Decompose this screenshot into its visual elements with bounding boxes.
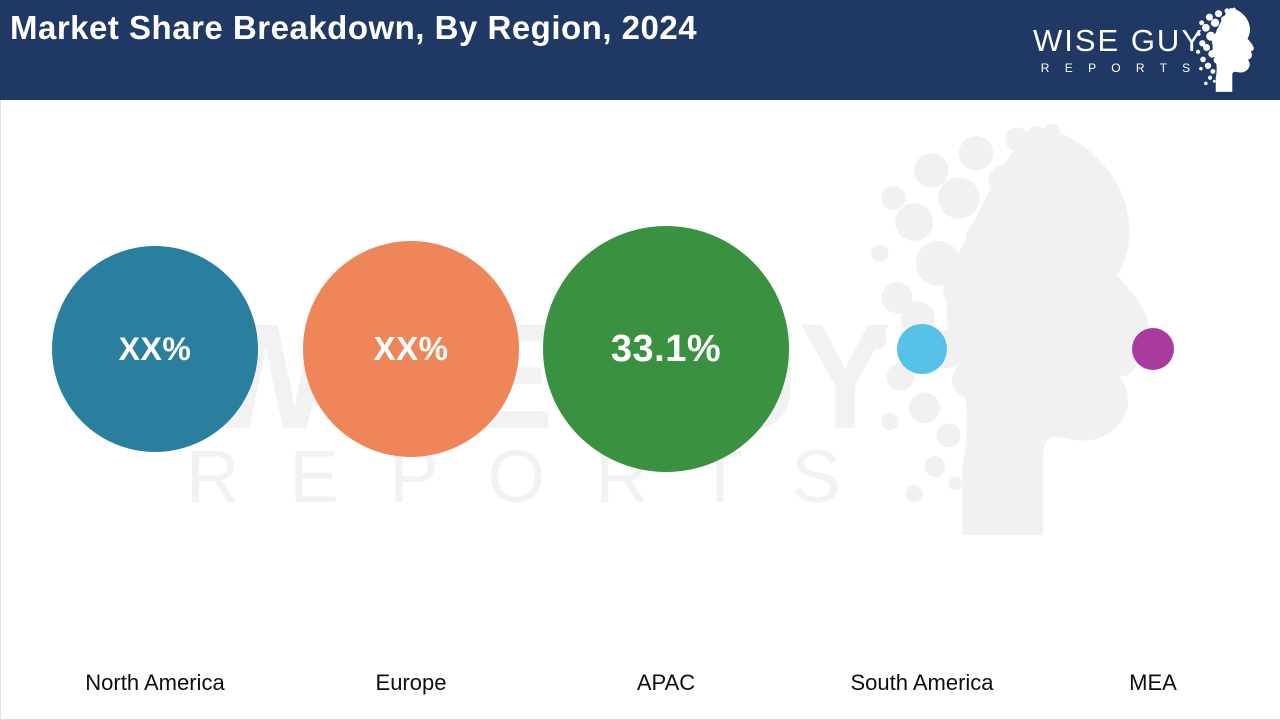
category-label-north-america: North America [85,670,225,695]
category-label-south-america: South America [850,670,994,695]
category-label-mea: MEA [1129,670,1177,695]
brand-subtitle: R E P O R T S [1040,61,1197,75]
brand-logo-text: WISE GUY R E P O R T S [1033,25,1204,75]
chart-title: Market Share Breakdown, By Region, 2024 [10,9,698,46]
category-label-europe: Europe [375,670,447,695]
bubble-chart: WISE GUY R E P O R T S XX%North AmericaX… [0,100,1280,720]
bubble-plot: XX% North America XX% Europe 33.1% APAC South … [1,100,1280,720]
header-bar: Market Share Breakdown, By Region, 2024 … [0,0,1280,100]
bubble-europe: XX% [303,241,519,457]
bubble-mea [1132,328,1174,370]
bubble-north-america: XX% [52,246,258,452]
bubble-apac: 33.1% [543,226,789,472]
brand-name: WISE GUY [1032,23,1204,58]
brand-logo: WISE GUY R E P O R T S [1033,5,1270,97]
category-label-apac: APAC [636,670,696,695]
bubble-south-america [897,324,947,374]
head-profile-dots-icon [1196,7,1254,92]
